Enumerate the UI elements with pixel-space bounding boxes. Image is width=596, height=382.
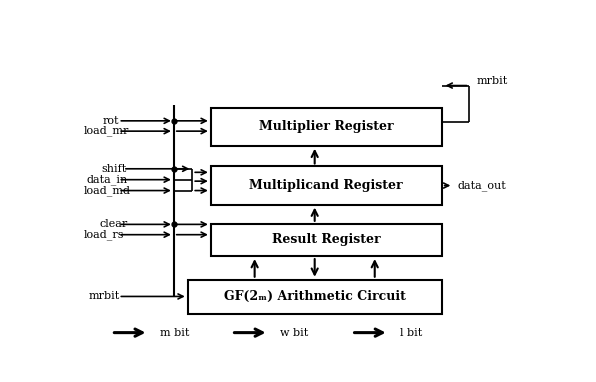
Text: Result Register: Result Register (272, 233, 381, 246)
Text: l bit: l bit (400, 328, 423, 338)
Text: m bit: m bit (160, 328, 190, 338)
Text: w bit: w bit (280, 328, 308, 338)
Text: load_mr: load_mr (83, 126, 129, 136)
Text: Multiplier Register: Multiplier Register (259, 120, 393, 133)
Text: mrbit: mrbit (88, 291, 120, 301)
Text: Multiplicand Register: Multiplicand Register (249, 179, 403, 192)
Text: shift: shift (101, 164, 126, 174)
Text: load_md: load_md (83, 185, 131, 196)
Text: load_rs: load_rs (83, 229, 124, 240)
FancyBboxPatch shape (188, 280, 442, 314)
Text: rot: rot (103, 116, 119, 126)
Text: clear: clear (100, 219, 128, 229)
FancyBboxPatch shape (211, 108, 442, 146)
Text: mrbit: mrbit (476, 76, 508, 86)
Text: data_out: data_out (458, 180, 507, 191)
FancyBboxPatch shape (211, 167, 442, 205)
Text: data_in: data_in (86, 174, 128, 185)
Text: GF(2ₘ) Arithmetic Circuit: GF(2ₘ) Arithmetic Circuit (224, 290, 406, 303)
FancyBboxPatch shape (211, 224, 442, 256)
